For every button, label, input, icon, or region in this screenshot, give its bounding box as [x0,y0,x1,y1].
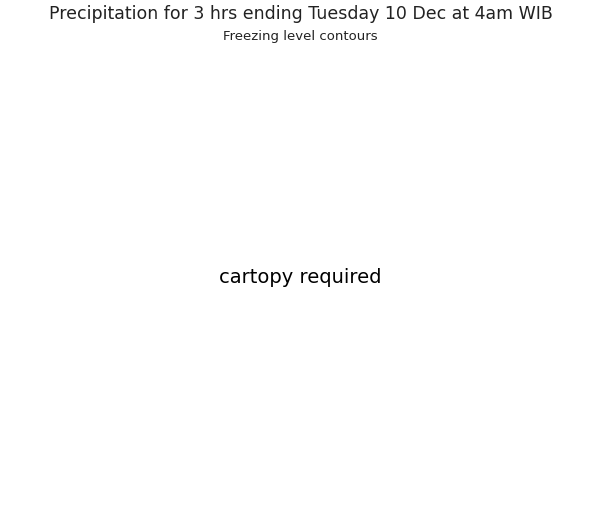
Text: cartopy required: cartopy required [219,268,382,288]
Text: Precipitation for 3 hrs ending Tuesday 10 Dec at 4am WIB: Precipitation for 3 hrs ending Tuesday 1… [49,6,552,24]
Text: Freezing level contours: Freezing level contours [223,30,378,43]
